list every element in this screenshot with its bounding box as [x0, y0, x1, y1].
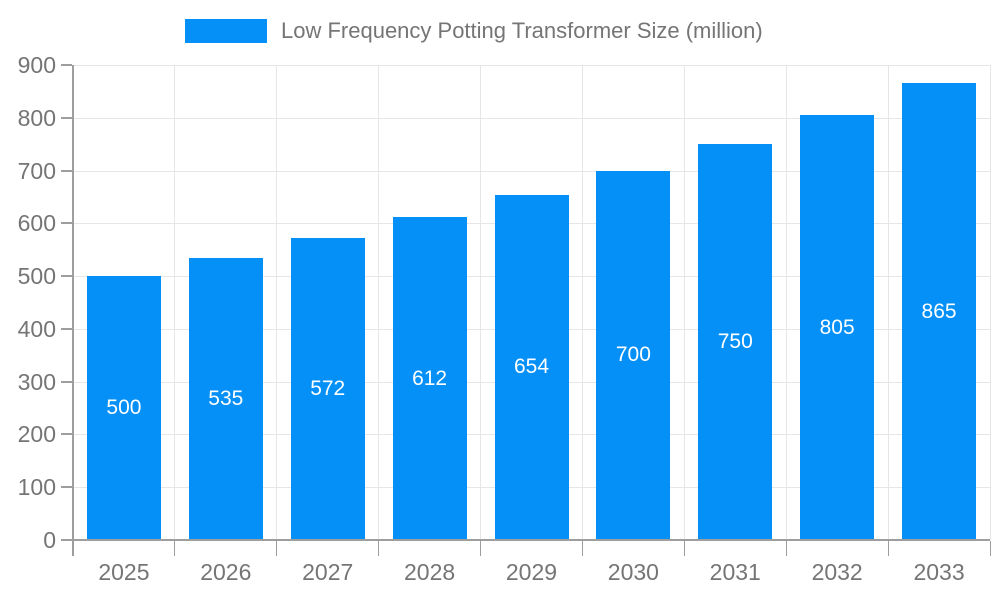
x-tick-label: 2031	[709, 559, 761, 585]
y-tick-label: 500	[17, 263, 56, 290]
legend-label: Low Frequency Potting Transformer Size (…	[281, 18, 763, 43]
y-tick-label: 300	[17, 368, 56, 395]
y-axis-tick	[61, 222, 72, 225]
bar[interactable]	[188, 257, 263, 540]
x-axis-tick	[785, 541, 787, 556]
y-axis-line	[72, 65, 74, 556]
y-tick-label: 0	[43, 527, 56, 553]
x-tick-label: 2032	[811, 559, 863, 585]
x-axis-tick	[480, 541, 482, 556]
y-axis-tick	[61, 327, 72, 330]
gridline-vertical	[581, 65, 583, 540]
x-tick-label: 2028	[404, 559, 456, 585]
x-tick-label: 2026	[200, 559, 252, 585]
x-tick-label: 2027	[302, 559, 354, 585]
gridline-vertical	[683, 65, 685, 540]
y-tick-label: 800	[17, 104, 56, 131]
bar[interactable]	[392, 217, 467, 540]
bar[interactable]	[494, 194, 569, 540]
y-axis-tick	[61, 380, 72, 383]
y-axis-tick	[61, 486, 72, 489]
y-axis-tick	[61, 169, 72, 172]
y-tick-label: 700	[17, 157, 56, 184]
x-tick-label: 2033	[913, 559, 965, 585]
legend[interactable]: Low Frequency Potting Transformer Size (…	[185, 18, 763, 44]
y-tick-label: 600	[17, 210, 56, 237]
x-axis-tick	[683, 541, 685, 556]
gridline-vertical	[378, 65, 380, 540]
y-axis-tick	[61, 275, 72, 278]
x-tick-label: 2030	[607, 559, 659, 585]
x-axis-tick	[581, 541, 583, 556]
bar[interactable]	[290, 238, 365, 540]
gridline-horizontal	[73, 117, 990, 119]
bar[interactable]	[800, 115, 875, 540]
plot-area: 500 535 572 612 654 700 750 805 865	[61, 64, 991, 556]
gridline-horizontal	[73, 65, 990, 66]
x-axis-tick	[174, 541, 176, 556]
gridline-vertical	[887, 65, 889, 540]
y-tick-label: 900	[17, 52, 56, 78]
y-tick-label: 400	[17, 315, 56, 342]
bar[interactable]	[86, 276, 161, 540]
y-tick-label: 100	[17, 474, 56, 501]
gridline-vertical	[174, 65, 176, 540]
y-axis-tick	[61, 64, 72, 66]
x-tick-label: 2029	[505, 559, 558, 585]
x-axis-tick	[887, 541, 889, 556]
gridline-vertical	[276, 65, 278, 540]
bar[interactable]	[902, 83, 977, 540]
gridline-horizontal	[73, 170, 990, 172]
bar[interactable]	[698, 144, 773, 540]
x-axis-tick	[989, 541, 991, 556]
bar[interactable]	[596, 170, 671, 540]
x-axis-tick	[72, 541, 74, 556]
x-axis-line	[73, 539, 990, 541]
x-axis-tick	[378, 541, 380, 556]
gridline-vertical	[480, 65, 482, 540]
y-axis-tick	[61, 539, 72, 541]
y-axis-tick	[61, 116, 72, 119]
gridline-vertical	[989, 65, 991, 540]
legend-swatch[interactable]	[185, 19, 267, 43]
y-tick-label: 200	[17, 421, 56, 448]
x-tick-label: 2025	[98, 559, 150, 585]
gridline-vertical	[785, 65, 787, 540]
y-axis-tick	[61, 433, 72, 436]
x-axis-tick	[276, 541, 278, 556]
